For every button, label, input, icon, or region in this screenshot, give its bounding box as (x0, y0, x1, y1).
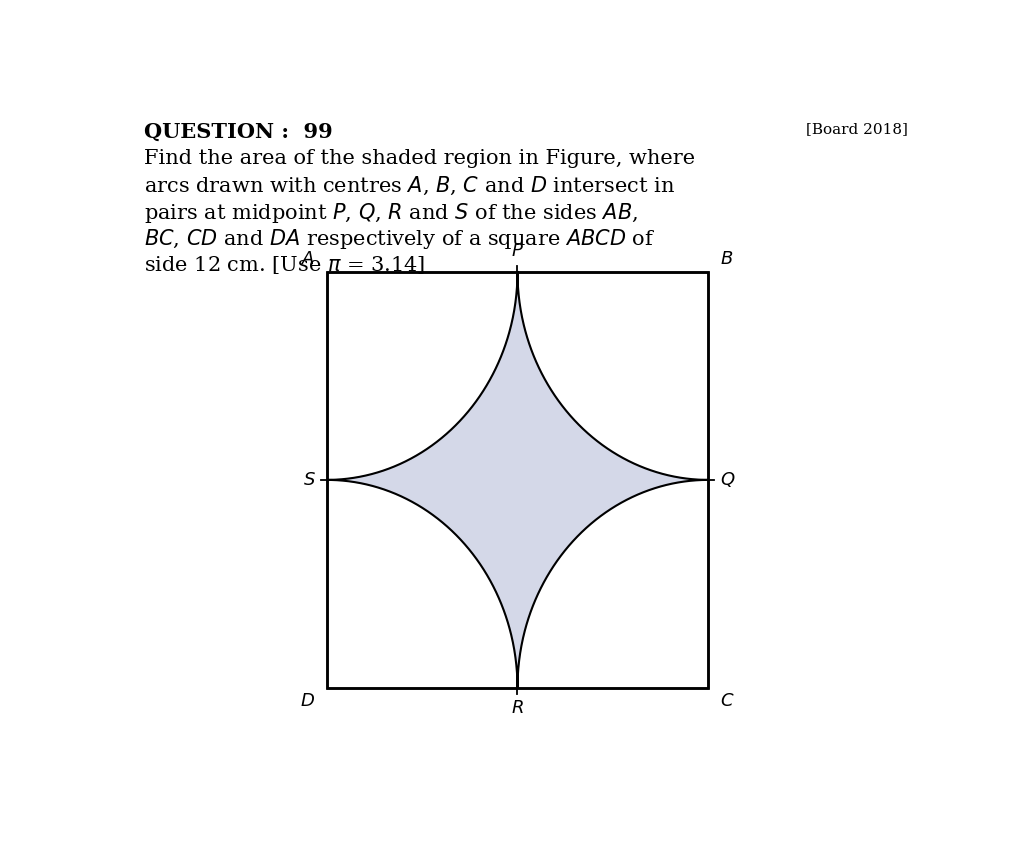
Text: $D$: $D$ (300, 692, 315, 710)
Bar (327, 272, 708, 687)
Text: $A$: $A$ (301, 251, 315, 268)
Text: Find the area of the shaded region in Figure, where: Find the area of the shaded region in Fi… (144, 149, 695, 168)
Text: $R$: $R$ (511, 699, 524, 717)
Text: $Q$: $Q$ (720, 470, 735, 489)
Text: $C$: $C$ (720, 692, 734, 710)
Text: $P$: $P$ (511, 243, 524, 261)
Text: $B$: $B$ (720, 251, 733, 268)
Text: arcs drawn with centres $A$, $B$, $C$ and $D$ intersect in: arcs drawn with centres $A$, $B$, $C$ an… (144, 175, 675, 198)
Text: $S$: $S$ (302, 471, 315, 489)
Polygon shape (327, 272, 708, 687)
Bar (327, 272, 708, 687)
Text: QUESTION :  99: QUESTION : 99 (144, 122, 333, 142)
Text: pairs at midpoint $P$, $Q$, $R$ and $S$ of the sides $AB$,: pairs at midpoint $P$, $Q$, $R$ and $S$ … (144, 201, 639, 225)
Text: [Board 2018]: [Board 2018] (806, 122, 908, 136)
Text: side 12 cm. [Use $\pi$ = 3.14]: side 12 cm. [Use $\pi$ = 3.14] (144, 254, 426, 275)
Text: $BC$, $CD$ and $DA$ respectively of a square $ABCD$ of: $BC$, $CD$ and $DA$ respectively of a sq… (144, 227, 656, 251)
